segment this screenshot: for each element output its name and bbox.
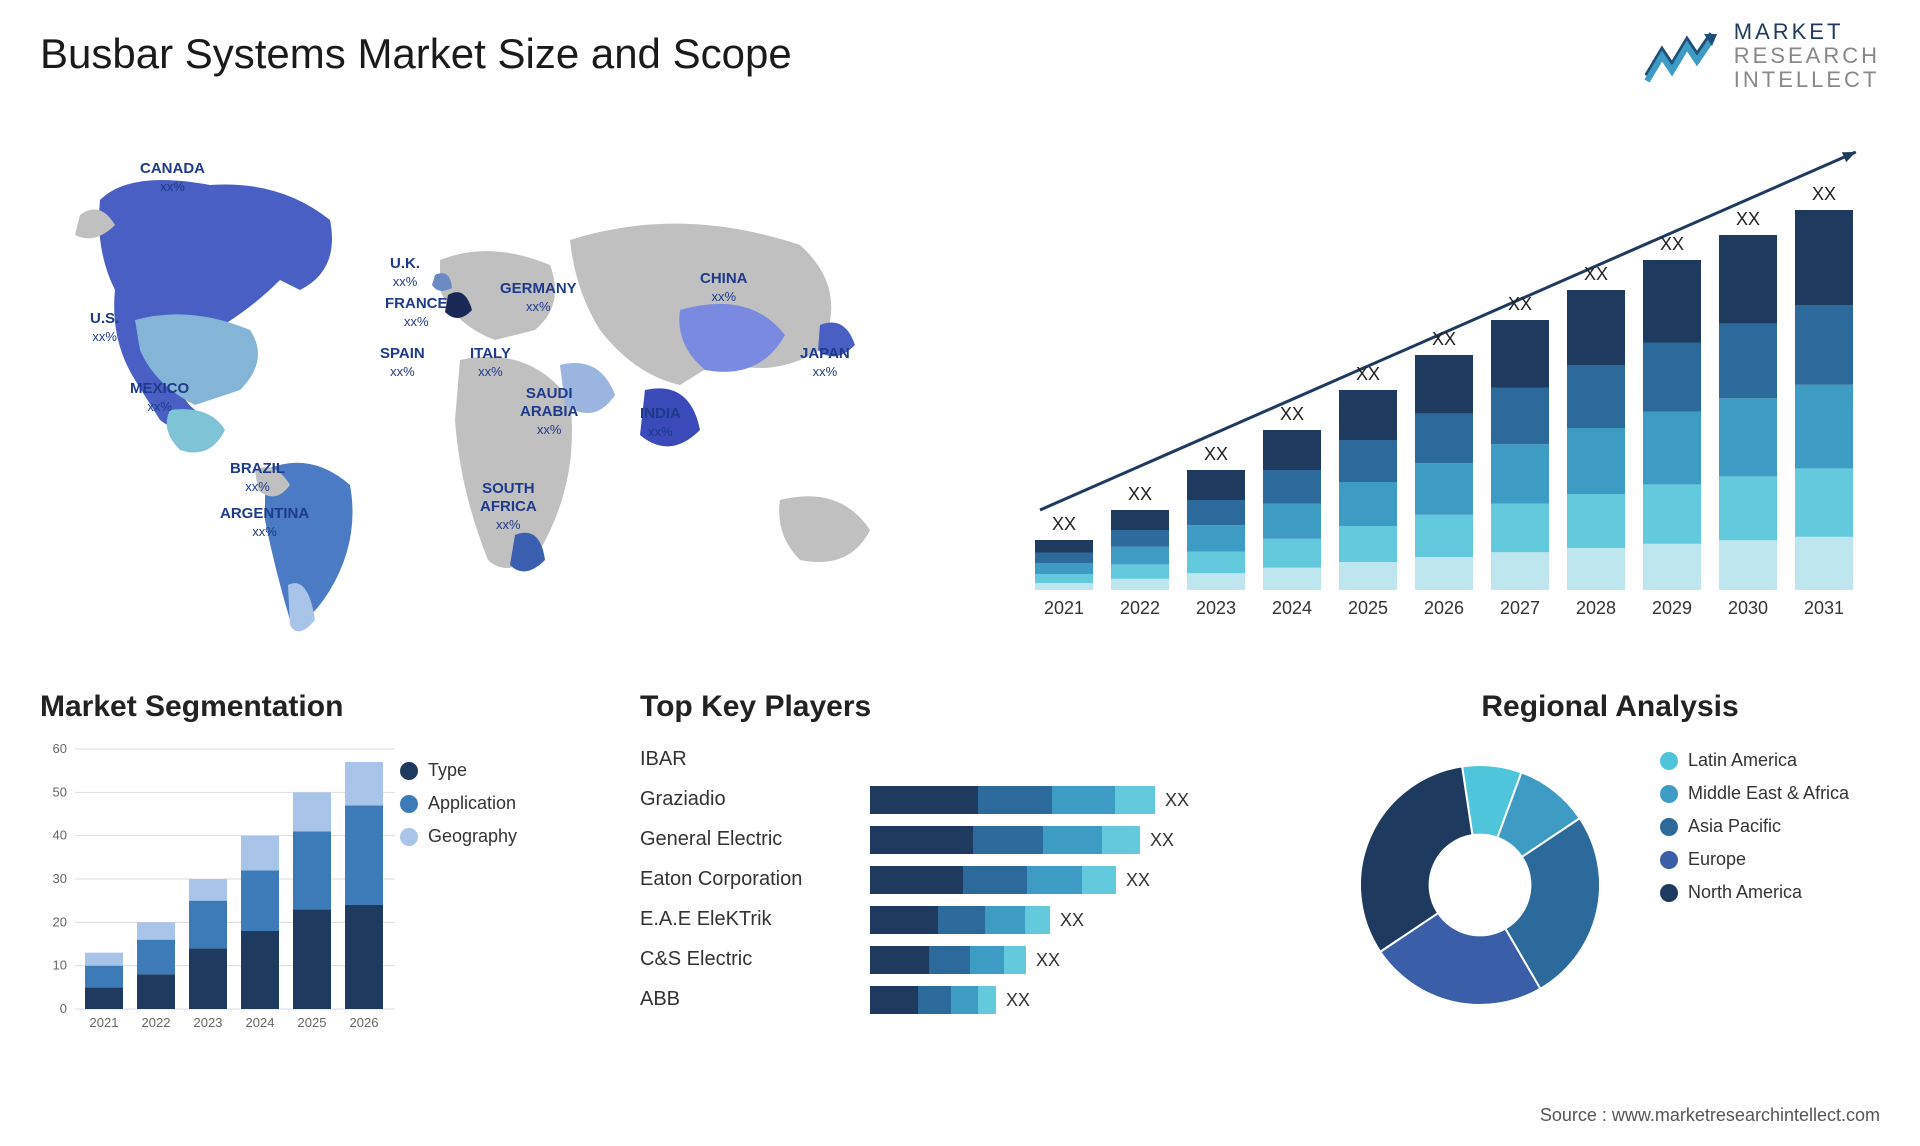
svg-text:2026: 2026 <box>350 1015 379 1030</box>
legend-item: Europe <box>1660 849 1849 870</box>
source-attribution: Source : www.marketresearchintellect.com <box>1540 1105 1880 1126</box>
svg-text:2029: 2029 <box>1652 598 1692 618</box>
player-bar-row: XX <box>870 820 1320 860</box>
svg-text:40: 40 <box>53 828 67 843</box>
segmentation-legend: Type Application Geography <box>400 760 517 859</box>
legend-item: Application <box>400 793 517 814</box>
svg-text:30: 30 <box>53 871 67 886</box>
player-value: XX <box>1126 870 1150 891</box>
map-label: FRANCExx% <box>385 295 448 331</box>
map-label: ARGENTINAxx% <box>220 505 309 541</box>
svg-text:60: 60 <box>53 741 67 756</box>
regional-title: Regional Analysis <box>1340 690 1880 724</box>
svg-text:XX: XX <box>1356 364 1380 384</box>
svg-text:2025: 2025 <box>298 1015 327 1030</box>
map-label: CHINAxx% <box>700 270 748 306</box>
map-label: CANADAxx% <box>140 160 205 196</box>
svg-text:XX: XX <box>1280 404 1304 424</box>
map-label: BRAZILxx% <box>230 460 285 496</box>
svg-text:XX: XX <box>1052 514 1076 534</box>
svg-text:10: 10 <box>53 958 67 973</box>
svg-text:2031: 2031 <box>1804 598 1844 618</box>
svg-text:2024: 2024 <box>246 1015 275 1030</box>
player-bar-row: XX <box>870 940 1320 980</box>
key-players-bars: XXXXXXXXXXXX <box>870 740 1320 1020</box>
map-label: U.K.xx% <box>390 255 420 291</box>
legend-item: Geography <box>400 826 517 847</box>
svg-text:XX: XX <box>1432 329 1456 349</box>
logo-icon <box>1642 26 1722 86</box>
svg-text:0: 0 <box>60 1001 67 1016</box>
legend-item: Type <box>400 760 517 781</box>
player-value: XX <box>1150 830 1174 851</box>
svg-text:2022: 2022 <box>142 1015 171 1030</box>
svg-text:2023: 2023 <box>1196 598 1236 618</box>
svg-text:2026: 2026 <box>1424 598 1464 618</box>
regional-section: Regional Analysis Latin AmericaMiddle Ea… <box>1340 690 1880 739</box>
player-bar-row <box>870 740 1320 780</box>
player-value: XX <box>1006 990 1030 1011</box>
svg-text:20: 20 <box>53 914 67 929</box>
regional-donut <box>1340 745 1620 1025</box>
page-title: Busbar Systems Market Size and Scope <box>40 30 792 78</box>
logo-text-3: INTELLECT <box>1734 68 1880 92</box>
map-label: INDIAxx% <box>640 405 681 441</box>
svg-text:XX: XX <box>1660 234 1684 254</box>
player-value: XX <box>1036 950 1060 971</box>
svg-text:XX: XX <box>1508 294 1532 314</box>
svg-text:50: 50 <box>53 784 67 799</box>
svg-text:2021: 2021 <box>90 1015 119 1030</box>
svg-text:XX: XX <box>1812 184 1836 204</box>
player-bar-row: XX <box>870 860 1320 900</box>
svg-text:2024: 2024 <box>1272 598 1312 618</box>
legend-item: Latin America <box>1660 750 1849 771</box>
svg-text:2028: 2028 <box>1576 598 1616 618</box>
logo-text-2: RESEARCH <box>1734 44 1880 68</box>
player-value: XX <box>1165 790 1189 811</box>
svg-text:2021: 2021 <box>1044 598 1084 618</box>
logo-text-1: MARKET <box>1734 20 1880 44</box>
world-map: CANADAxx% U.S.xx% MEXICOxx% BRAZILxx% ARGENT… <box>40 130 940 650</box>
legend-item: Middle East & Africa <box>1660 783 1849 804</box>
brand-logo: MARKET RESEARCH INTELLECT <box>1642 20 1880 93</box>
svg-text:XX: XX <box>1584 264 1608 284</box>
map-label: SOUTHAFRICAxx% <box>480 480 537 534</box>
svg-text:2027: 2027 <box>1500 598 1540 618</box>
player-bar-row: XX <box>870 780 1320 820</box>
player-value: XX <box>1060 910 1084 931</box>
segmentation-title: Market Segmentation <box>40 690 600 724</box>
svg-text:2023: 2023 <box>194 1015 223 1030</box>
svg-text:2025: 2025 <box>1348 598 1388 618</box>
player-bar-row: XX <box>870 900 1320 940</box>
svg-text:XX: XX <box>1204 444 1228 464</box>
regional-legend: Latin America Middle East & Africa Asia Pa… <box>1660 750 1849 915</box>
growth-chart: XX 2021 XX 2022 XX 2023 XX 2024 XX 2025 XX 2026 XX 20… <box>1000 140 1880 640</box>
svg-text:XX: XX <box>1736 209 1760 229</box>
svg-text:2022: 2022 <box>1120 598 1160 618</box>
segmentation-section: Market Segmentation 0 10 20 30 40 50 60 2021 202… <box>40 690 600 1039</box>
map-label: JAPANxx% <box>800 345 850 381</box>
key-players-section: Top Key Players IBARGraziadioGeneral Ele… <box>640 690 1320 1019</box>
key-players-title: Top Key Players <box>640 690 1320 724</box>
map-label: U.S.xx% <box>90 310 119 346</box>
map-label: ITALYxx% <box>470 345 511 381</box>
legend-item: Asia Pacific <box>1660 816 1849 837</box>
svg-text:XX: XX <box>1128 484 1152 504</box>
legend-item: North America <box>1660 882 1849 903</box>
svg-text:2030: 2030 <box>1728 598 1768 618</box>
map-label: MEXICOxx% <box>130 380 189 416</box>
map-label: SPAINxx% <box>380 345 425 381</box>
player-bar-row: XX <box>870 980 1320 1020</box>
map-label: SAUDIARABIAxx% <box>520 385 578 439</box>
map-label: GERMANYxx% <box>500 280 577 316</box>
